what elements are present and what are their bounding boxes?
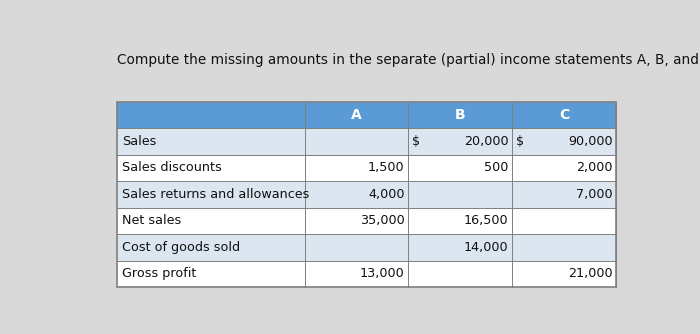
Text: 7,000: 7,000 [576, 188, 612, 201]
Text: 500: 500 [484, 161, 508, 174]
Text: 1,500: 1,500 [368, 161, 405, 174]
Text: 16,500: 16,500 [464, 214, 508, 227]
Text: Sales discounts: Sales discounts [122, 161, 222, 174]
Text: $: $ [517, 135, 524, 148]
FancyBboxPatch shape [118, 261, 617, 287]
Text: 35,000: 35,000 [360, 214, 405, 227]
Text: Gross profit: Gross profit [122, 267, 197, 280]
Text: B: B [455, 108, 466, 122]
Text: 90,000: 90,000 [568, 135, 612, 148]
Text: 4,000: 4,000 [368, 188, 405, 201]
Text: 13,000: 13,000 [360, 267, 405, 280]
Text: Cost of goods sold: Cost of goods sold [122, 241, 241, 254]
FancyBboxPatch shape [118, 234, 617, 261]
Text: Sales returns and allowances: Sales returns and allowances [122, 188, 309, 201]
Text: 21,000: 21,000 [568, 267, 612, 280]
FancyBboxPatch shape [118, 208, 617, 234]
Text: Sales: Sales [122, 135, 157, 148]
FancyBboxPatch shape [118, 181, 617, 208]
Text: $: $ [412, 135, 421, 148]
Text: Net sales: Net sales [122, 214, 181, 227]
Text: A: A [351, 108, 362, 122]
Text: 2,000: 2,000 [576, 161, 612, 174]
Text: 20,000: 20,000 [464, 135, 508, 148]
FancyBboxPatch shape [118, 155, 617, 181]
Text: Compute the missing amounts in the separate (partial) income statements A, B, an: Compute the missing amounts in the separ… [118, 53, 700, 67]
FancyBboxPatch shape [118, 128, 617, 155]
Text: C: C [559, 108, 570, 122]
Text: 14,000: 14,000 [464, 241, 508, 254]
FancyBboxPatch shape [118, 102, 617, 128]
